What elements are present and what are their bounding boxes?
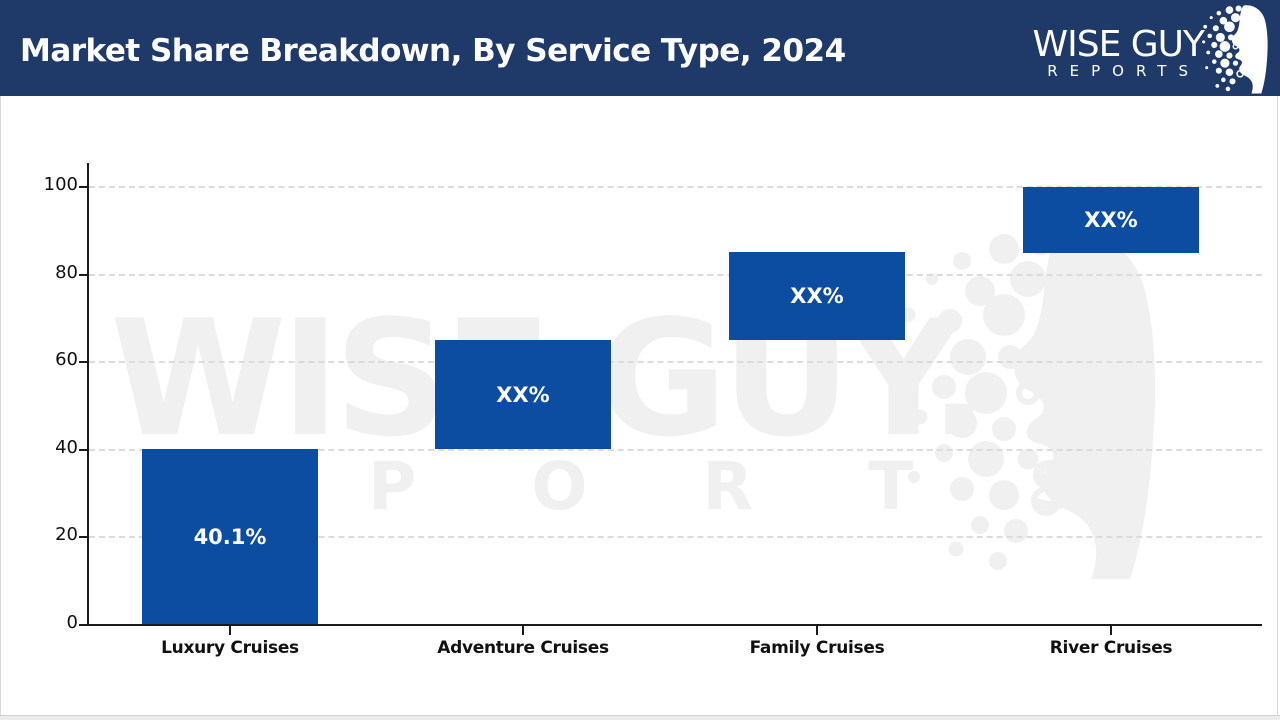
x-tick xyxy=(522,626,524,635)
brand-logo-subtitle: REPORTS xyxy=(1047,62,1200,80)
gridline xyxy=(89,536,1262,538)
y-axis-spine xyxy=(87,163,89,626)
bar-adventure-cruises: XX% xyxy=(435,340,611,449)
x-tick-label: Family Cruises xyxy=(749,638,885,658)
y-tick-label: 80 xyxy=(55,262,78,283)
bar-luxury-cruises: 40.1% xyxy=(142,449,318,625)
gridline xyxy=(89,449,1262,451)
y-tick xyxy=(79,449,88,451)
bar-river-cruises: XX% xyxy=(1023,187,1199,253)
bar-value-label: 40.1% xyxy=(193,525,267,549)
y-tick-label: 100 xyxy=(43,174,78,195)
bar-value-label: XX% xyxy=(496,382,550,407)
y-tick xyxy=(79,361,88,363)
y-tick xyxy=(79,186,88,188)
x-tick-label: Luxury Cruises xyxy=(161,638,299,658)
gridline xyxy=(89,361,1262,363)
page-title: Market Share Breakdown, By Service Type,… xyxy=(20,33,846,69)
x-tick-label: Adventure Cruises xyxy=(437,638,609,658)
header-bar: Market Share Breakdown, By Service Type,… xyxy=(0,0,1280,96)
bar-value-label: XX% xyxy=(1084,208,1138,232)
x-tick xyxy=(1110,626,1112,635)
bar-family-cruises: XX% xyxy=(729,252,905,340)
bar-value-label: XX% xyxy=(790,284,844,308)
y-tick-label: 0 xyxy=(66,612,78,633)
brand-logo: WISE GUY REPORTS xyxy=(1032,0,1272,96)
x-tick xyxy=(229,626,231,635)
y-tick xyxy=(79,274,88,276)
y-tick xyxy=(79,624,88,626)
x-axis-spine xyxy=(87,624,1262,626)
y-tick-label: 40 xyxy=(55,437,78,458)
gridline xyxy=(89,186,1262,188)
y-tick-label: 20 xyxy=(55,524,78,545)
x-tick xyxy=(816,626,818,635)
y-tick-label: 60 xyxy=(55,349,78,370)
bottom-edge-strip xyxy=(0,715,1280,720)
gridline xyxy=(89,274,1262,276)
brand-logo-wordmark: WISE GUY xyxy=(1032,24,1205,65)
y-tick xyxy=(79,536,88,538)
x-tick-label: River Cruises xyxy=(1049,638,1173,658)
